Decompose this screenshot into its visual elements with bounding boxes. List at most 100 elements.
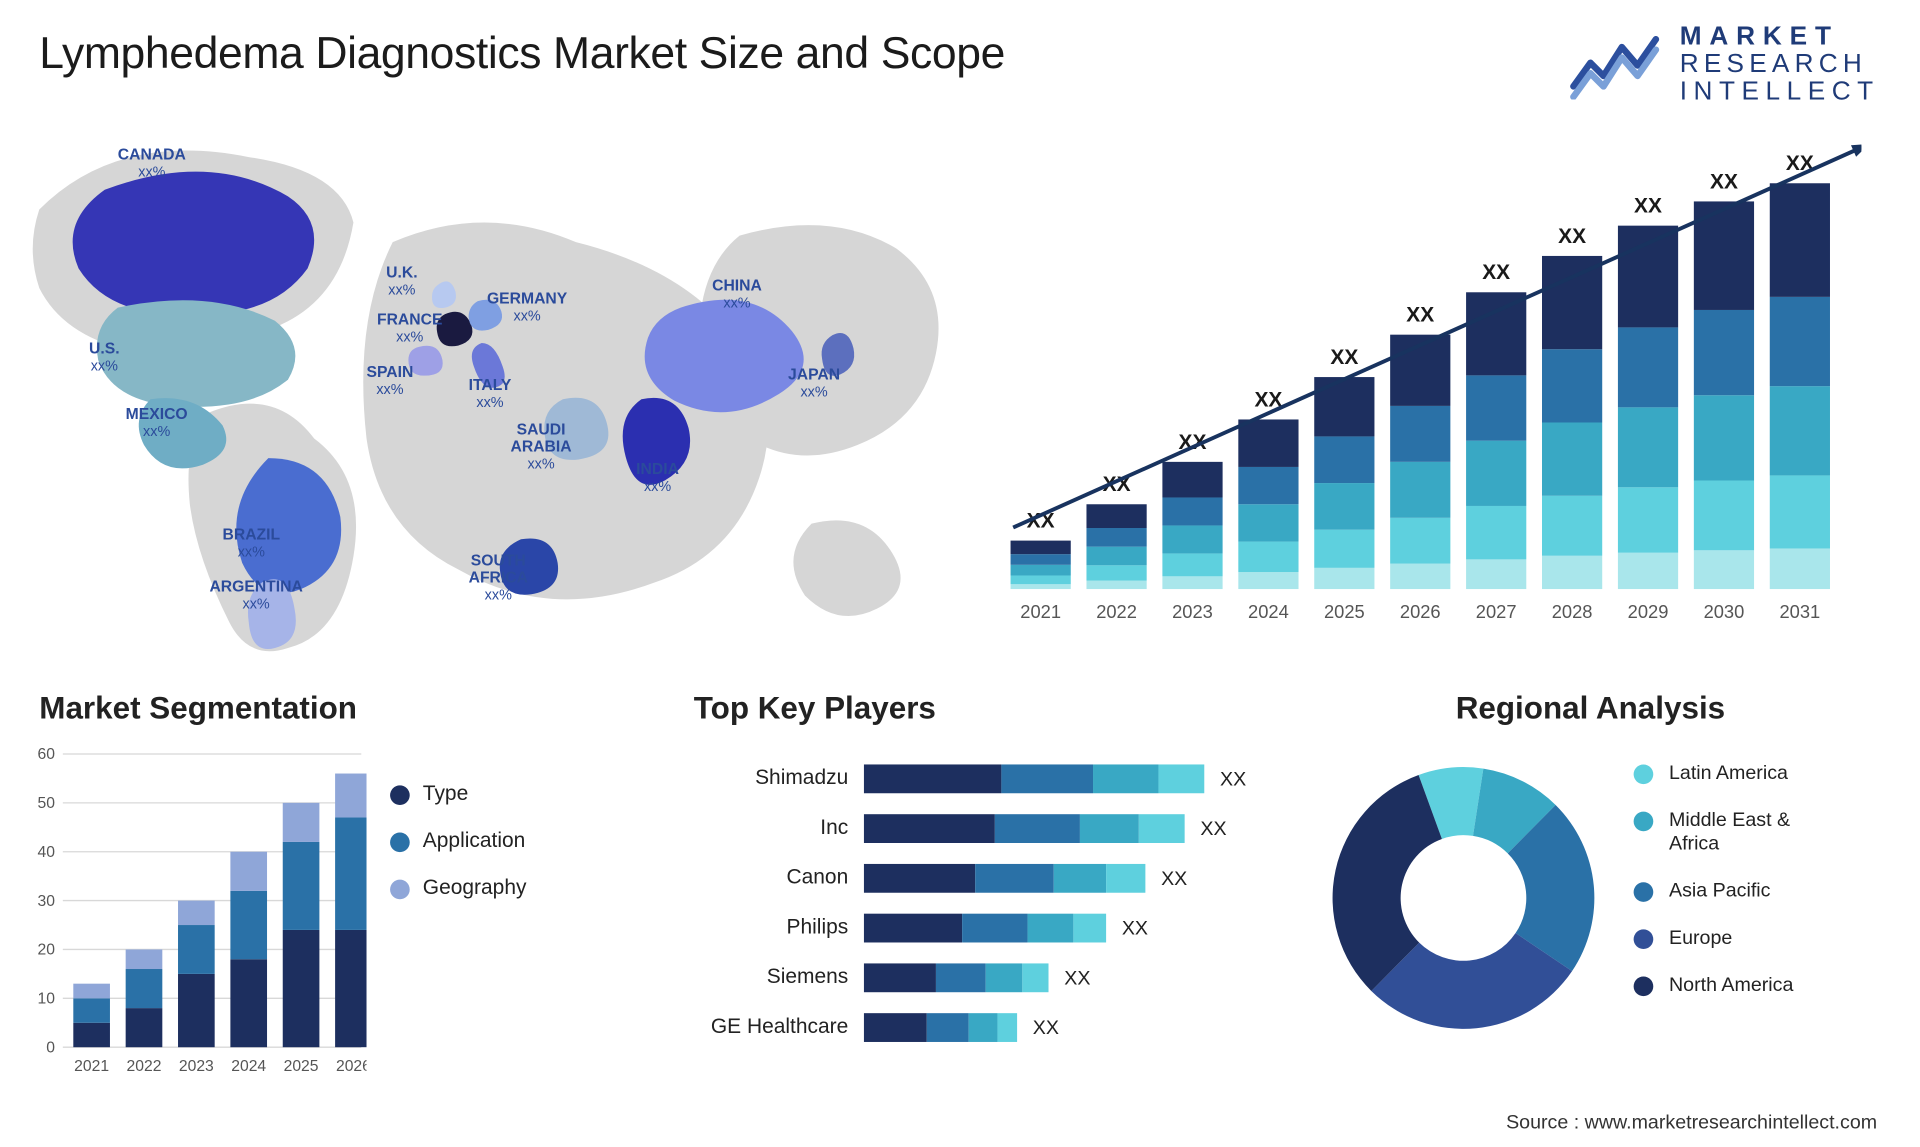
- growth-bar-2031-seg1: [1770, 475, 1830, 548]
- market-growth-chart: XX2021XX2022XX2023XX2024XX2025XX2026XX20…: [997, 131, 1861, 628]
- growth-bar-label-2030: XX: [1710, 170, 1738, 193]
- player-row-2: CanonXX: [694, 853, 1283, 903]
- seg-year-2023: 2023: [179, 1058, 214, 1075]
- segmentation-legend: TypeApplicationGeography: [390, 783, 613, 924]
- growth-bar-2028-seg1: [1542, 496, 1602, 556]
- growth-bar-2029-seg2: [1618, 407, 1678, 487]
- player-bar-seg-2: [1054, 864, 1106, 893]
- growth-bar-2021-seg1: [1011, 575, 1071, 584]
- map-label-mexico: MEXICOxx%: [126, 406, 188, 441]
- growth-bar-2024-seg4: [1238, 419, 1298, 466]
- seg-ytick-30: 30: [38, 893, 56, 910]
- player-value: XX: [1017, 1016, 1059, 1038]
- player-bar-seg-2: [1093, 764, 1158, 793]
- player-value: XX: [1145, 867, 1187, 889]
- growth-bar-2027-seg2: [1466, 441, 1526, 506]
- seg-bar-2026-s2: [335, 774, 366, 818]
- player-bar-seg-3: [1139, 814, 1185, 843]
- player-bar: [864, 963, 1049, 992]
- growth-bar-2028-seg2: [1542, 422, 1602, 495]
- logo-mark-icon: [1570, 31, 1662, 99]
- player-row-5: GE Healthcare XX: [694, 1003, 1283, 1053]
- growth-bar-2027-seg3: [1466, 375, 1526, 440]
- seg-legend-item-0: Type: [390, 783, 613, 807]
- growth-bar-2029-seg1: [1618, 487, 1678, 552]
- seg-bar-2023-s2: [178, 901, 215, 925]
- region-legend-item-0: Latin America: [1634, 762, 1896, 786]
- growth-bar-2027-seg4: [1466, 292, 1526, 375]
- seg-bar-2021-s1: [73, 998, 110, 1022]
- map-country-canada: [73, 172, 315, 315]
- seg-bar-2025-s0: [283, 930, 320, 1047]
- seg-bar-2021-s0: [73, 1023, 110, 1047]
- seg-year-2021: 2021: [74, 1058, 109, 1075]
- seg-year-2024: 2024: [231, 1058, 266, 1075]
- player-bar-seg-3: [1106, 864, 1145, 893]
- seg-bar-2023-s1: [178, 925, 215, 974]
- growth-year-2029: 2029: [1628, 601, 1669, 622]
- growth-bar-2025-seg2: [1314, 483, 1374, 530]
- seg-legend-label: Geography: [423, 877, 527, 901]
- logo: MARKET RESEARCH INTELLECT: [1570, 24, 1880, 106]
- seg-year-2025: 2025: [284, 1058, 319, 1075]
- growth-bar-2027-seg0: [1466, 559, 1526, 589]
- growth-year-2030: 2030: [1704, 601, 1745, 622]
- region-legend-item-3: Europe: [1634, 927, 1896, 951]
- seg-ytick-0: 0: [46, 1039, 55, 1056]
- regional-title: Regional Analysis: [1309, 691, 1872, 728]
- growth-bar-2031-seg2: [1770, 386, 1830, 475]
- growth-bar-2023-seg3: [1162, 497, 1222, 525]
- player-name: Inc: [694, 817, 864, 841]
- map-label-brazil: BRAZILxx%: [223, 526, 281, 561]
- player-bar: [864, 914, 1106, 943]
- growth-bar-2029-seg0: [1618, 553, 1678, 589]
- world-map: CANADAxx%U.S.xx%MEXICOxx%BRAZILxx%ARGENT…: [26, 118, 968, 655]
- growth-bar-2024-seg3: [1238, 467, 1298, 504]
- region-legend-label: Europe: [1669, 927, 1732, 951]
- growth-bar-2029-seg4: [1618, 226, 1678, 328]
- players-title: Top Key Players: [694, 691, 1283, 728]
- map-label-india: INDIAxx%: [636, 461, 679, 496]
- map-label-uk: U.K.xx%: [386, 264, 417, 299]
- growth-bar-2030-seg3: [1694, 310, 1754, 395]
- region-legend-label: Latin America: [1669, 762, 1788, 786]
- growth-bar-2021-seg2: [1011, 565, 1071, 576]
- seg-bar-2026-s0: [335, 930, 366, 1047]
- region-legend-swatch-icon: [1634, 929, 1654, 949]
- logo-text: MARKET RESEARCH INTELLECT: [1680, 24, 1880, 106]
- growth-bar-2030-seg0: [1694, 550, 1754, 589]
- growth-bar-2028-seg0: [1542, 556, 1602, 589]
- growth-bar-2031-seg4: [1770, 183, 1830, 297]
- map-label-italy: ITALYxx%: [469, 377, 512, 412]
- growth-bar-2028-seg3: [1542, 349, 1602, 422]
- player-bar-seg-2: [1028, 914, 1074, 943]
- region-legend-label: Middle East &Africa: [1669, 809, 1790, 856]
- player-bar-seg-0: [864, 814, 995, 843]
- seg-ytick-50: 50: [38, 795, 56, 812]
- player-value: XX: [1204, 768, 1246, 790]
- player-bar-seg-3: [997, 1013, 1017, 1042]
- player-bar-seg-3: [1073, 914, 1106, 943]
- map-label-spain: SPAINxx%: [367, 364, 414, 399]
- source-text: Source : www.marketresearchintellect.com: [1506, 1111, 1877, 1133]
- player-bar-seg-1: [927, 1013, 969, 1042]
- region-legend-swatch-icon: [1634, 764, 1654, 784]
- seg-year-2022: 2022: [127, 1058, 162, 1075]
- growth-bar-2026-seg0: [1390, 564, 1450, 589]
- regional-legend: Latin America Middle East &Africa Asia Pac…: [1634, 762, 1896, 1021]
- growth-year-2031: 2031: [1780, 601, 1821, 622]
- growth-bar-2021-seg3: [1011, 554, 1071, 565]
- region-legend-label: Asia Pacific: [1669, 880, 1770, 904]
- page-title: Lymphedema Diagnostics Market Size and S…: [39, 29, 1005, 80]
- seg-bar-2025-s1: [283, 842, 320, 930]
- region-legend-item-4: North America: [1634, 974, 1896, 998]
- growth-bar-2023-seg0: [1162, 576, 1222, 589]
- growth-bar-2023-seg2: [1162, 525, 1222, 553]
- map-label-saudiarabia: SAUDIARABIAxx%: [511, 421, 572, 473]
- growth-bar-2024-seg0: [1238, 572, 1298, 589]
- seg-ytick-60: 60: [38, 746, 56, 763]
- seg-bar-2024-s0: [230, 959, 267, 1047]
- player-name: GE Healthcare: [694, 1016, 864, 1040]
- map-country-spain: [408, 346, 442, 376]
- seg-legend-swatch-icon: [390, 879, 410, 899]
